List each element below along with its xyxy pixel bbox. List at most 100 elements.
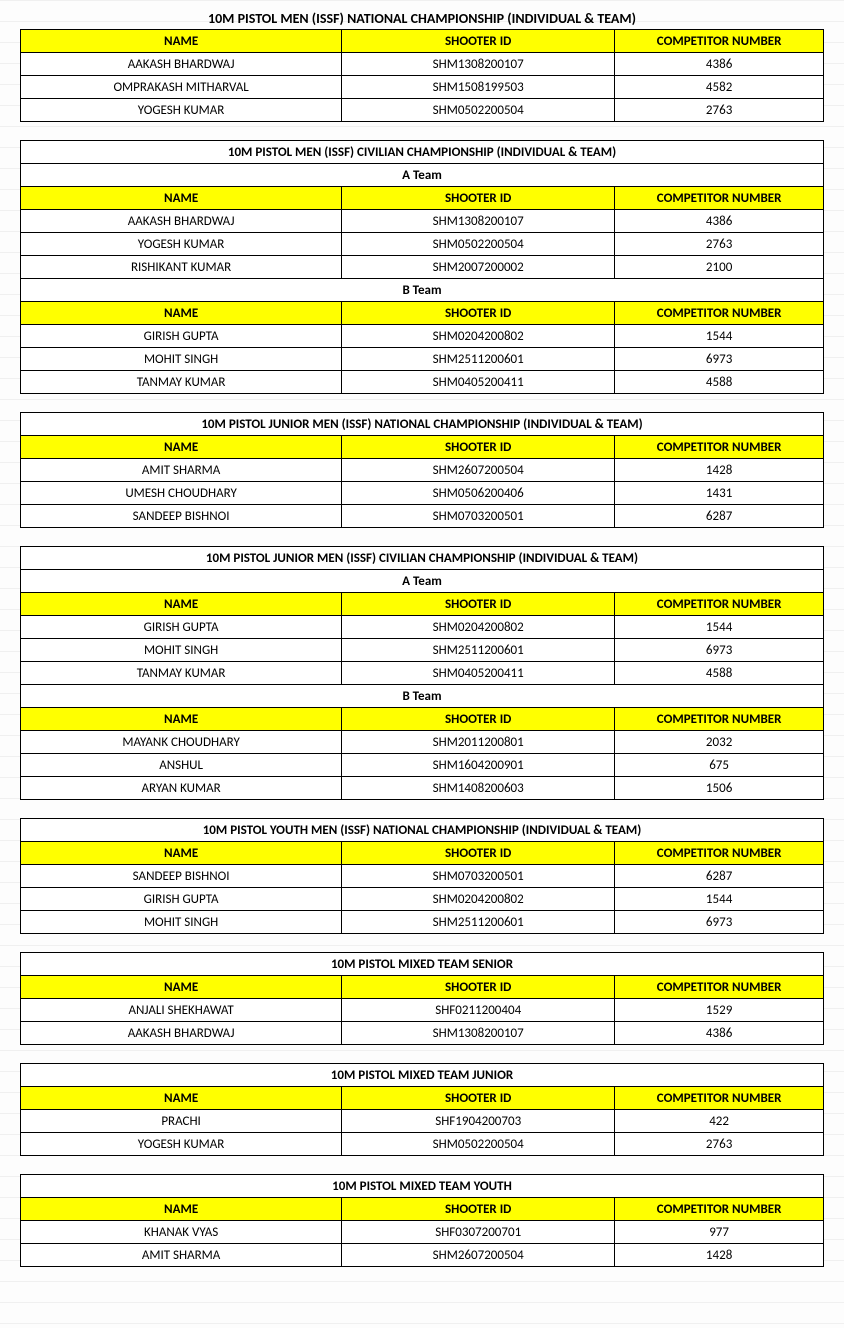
cell-shooter-id: SHF0211200404 (342, 999, 615, 1022)
col-shooter-id: SHOOTER ID (342, 1087, 615, 1110)
table-row: UMESH CHOUDHARYSHM05062004061431 (21, 482, 824, 505)
col-name: NAME (21, 30, 342, 53)
table-row: ANSHULSHM1604200901675 (21, 754, 824, 777)
section: 10M PISTOL MIXED TEAM SENIORNAMESHOOTER … (20, 952, 824, 1045)
table-row: SANDEEP BISHNOISHM07032005016287 (21, 865, 824, 888)
table-header-row: NAMESHOOTER IDCOMPETITOR NUMBER (21, 708, 824, 731)
col-competitor-number: COMPETITOR NUMBER (615, 593, 824, 616)
cell-competitor-number: 977 (615, 1221, 824, 1244)
table-row: AAKASH BHARDWAJSHM13082001074386 (21, 210, 824, 233)
section: 10M PISTOL JUNIOR MEN (ISSF) NATIONAL CH… (20, 412, 824, 528)
table-row: YOGESH KUMARSHM05022005042763 (21, 233, 824, 256)
cell-competitor-number: 2763 (615, 233, 824, 256)
table-row: AAKASH BHARDWAJSHM13082001074386 (21, 1022, 824, 1045)
table-row: AMIT SHARMASHM26072005041428 (21, 1244, 824, 1267)
cell-competitor-number: 1544 (615, 888, 824, 911)
group-label: A Team (21, 164, 824, 187)
col-name: NAME (21, 842, 342, 865)
cell-competitor-number: 1506 (615, 777, 824, 800)
cell-name: AAKASH BHARDWAJ (21, 210, 342, 233)
data-table: 10M PISTOL MIXED TEAM JUNIORNAMESHOOTER … (20, 1063, 824, 1156)
col-shooter-id: SHOOTER ID (342, 708, 615, 731)
section-title: 10M PISTOL MIXED TEAM JUNIOR (21, 1064, 824, 1087)
cell-competitor-number: 2032 (615, 731, 824, 754)
col-name: NAME (21, 1198, 342, 1221)
cell-competitor-number: 4386 (615, 210, 824, 233)
section-title: 10M PISTOL JUNIOR MEN (ISSF) NATIONAL CH… (21, 413, 824, 436)
cell-name: AAKASH BHARDWAJ (21, 1022, 342, 1045)
cell-shooter-id: SHM1308200107 (342, 1022, 615, 1045)
cell-shooter-id: SHM1308200107 (342, 53, 615, 76)
cell-shooter-id: SHM0502200504 (342, 99, 615, 122)
col-shooter-id: SHOOTER ID (342, 436, 615, 459)
cell-shooter-id: SHM2011200801 (342, 731, 615, 754)
cell-name: RISHIKANT KUMAR (21, 256, 342, 279)
cell-shooter-id: SHM0204200802 (342, 616, 615, 639)
table-row: YOGESH KUMARSHM05022005042763 (21, 1133, 824, 1156)
cell-name: MOHIT SINGH (21, 911, 342, 934)
col-competitor-number: COMPETITOR NUMBER (615, 436, 824, 459)
cell-competitor-number: 675 (615, 754, 824, 777)
cell-shooter-id: SHM0405200411 (342, 662, 615, 685)
section-title: 10M PISTOL YOUTH MEN (ISSF) NATIONAL CHA… (21, 819, 824, 842)
section-title-row: 10M PISTOL YOUTH MEN (ISSF) NATIONAL CHA… (21, 819, 824, 842)
cell-name: AMIT SHARMA (21, 459, 342, 482)
cell-name: TANMAY KUMAR (21, 662, 342, 685)
data-table: 10M PISTOL JUNIOR MEN (ISSF) NATIONAL CH… (20, 412, 824, 528)
data-table: NAMESHOOTER IDCOMPETITOR NUMBERAAKASH BH… (20, 29, 824, 122)
cell-name: ANSHUL (21, 754, 342, 777)
cell-competitor-number: 6287 (615, 865, 824, 888)
cell-competitor-number: 1544 (615, 616, 824, 639)
col-name: NAME (21, 302, 342, 325)
cell-name: GIRISH GUPTA (21, 616, 342, 639)
section: 10M PISTOL MEN (ISSF) CIVILIAN CHAMPIONS… (20, 140, 824, 394)
section-title: 10M PISTOL JUNIOR MEN (ISSF) CIVILIAN CH… (21, 547, 824, 570)
table-row: GIRISH GUPTASHM02042008021544 (21, 616, 824, 639)
col-shooter-id: SHOOTER ID (342, 187, 615, 210)
table-header-row: NAMESHOOTER IDCOMPETITOR NUMBER (21, 976, 824, 999)
table-header-row: NAMESHOOTER IDCOMPETITOR NUMBER (21, 30, 824, 53)
table-header-row: NAMESHOOTER IDCOMPETITOR NUMBER (21, 187, 824, 210)
cell-shooter-id: SHM0502200504 (342, 233, 615, 256)
group-label: B Team (21, 685, 824, 708)
cell-shooter-id: SHM1408200603 (342, 777, 615, 800)
cell-name: TANMAY KUMAR (21, 371, 342, 394)
cell-competitor-number: 2763 (615, 99, 824, 122)
cell-competitor-number: 4588 (615, 662, 824, 685)
section-title: 10M PISTOL MIXED TEAM SENIOR (21, 953, 824, 976)
table-row: MOHIT SINGHSHM25112006016973 (21, 348, 824, 371)
section: 10M PISTOL YOUTH MEN (ISSF) NATIONAL CHA… (20, 818, 824, 934)
cell-shooter-id: SHM1604200901 (342, 754, 615, 777)
data-table: 10M PISTOL MIXED TEAM SENIORNAMESHOOTER … (20, 952, 824, 1045)
cell-shooter-id: SHM2607200504 (342, 459, 615, 482)
table-header-row: NAMESHOOTER IDCOMPETITOR NUMBER (21, 436, 824, 459)
table-row: MOHIT SINGHSHM25112006016973 (21, 639, 824, 662)
section: 10M PISTOL JUNIOR MEN (ISSF) CIVILIAN CH… (20, 546, 824, 800)
table-header-row: NAMESHOOTER IDCOMPETITOR NUMBER (21, 302, 824, 325)
section-title: 10M PISTOL MIXED TEAM YOUTH (21, 1175, 824, 1198)
table-header-row: NAMESHOOTER IDCOMPETITOR NUMBER (21, 842, 824, 865)
table-row: MAYANK CHOUDHARYSHM20112008012032 (21, 731, 824, 754)
cell-shooter-id: SHM0405200411 (342, 371, 615, 394)
cell-name: ANJALI SHEKHAWAT (21, 999, 342, 1022)
section-title-row: 10M PISTOL JUNIOR MEN (ISSF) NATIONAL CH… (21, 413, 824, 436)
cell-shooter-id: SHM0703200501 (342, 505, 615, 528)
section-title-row: 10M PISTOL MIXED TEAM YOUTH (21, 1175, 824, 1198)
table-row: ANJALI SHEKHAWATSHF02112004041529 (21, 999, 824, 1022)
col-name: NAME (21, 976, 342, 999)
cell-name: GIRISH GUPTA (21, 325, 342, 348)
cell-name: UMESH CHOUDHARY (21, 482, 342, 505)
cell-name: YOGESH KUMAR (21, 1133, 342, 1156)
data-table: 10M PISTOL YOUTH MEN (ISSF) NATIONAL CHA… (20, 818, 824, 934)
group-label-row: A Team (21, 570, 824, 593)
cell-shooter-id: SHM0502200504 (342, 1133, 615, 1156)
col-shooter-id: SHOOTER ID (342, 842, 615, 865)
cell-name: GIRISH GUPTA (21, 888, 342, 911)
cell-name: MOHIT SINGH (21, 639, 342, 662)
cell-shooter-id: SHM2511200601 (342, 911, 615, 934)
cell-name: SANDEEP BISHNOI (21, 505, 342, 528)
cell-shooter-id: SHM2511200601 (342, 639, 615, 662)
cell-competitor-number: 6973 (615, 911, 824, 934)
cell-shooter-id: SHM1308200107 (342, 210, 615, 233)
table-row: TANMAY KUMARSHM04052004114588 (21, 662, 824, 685)
